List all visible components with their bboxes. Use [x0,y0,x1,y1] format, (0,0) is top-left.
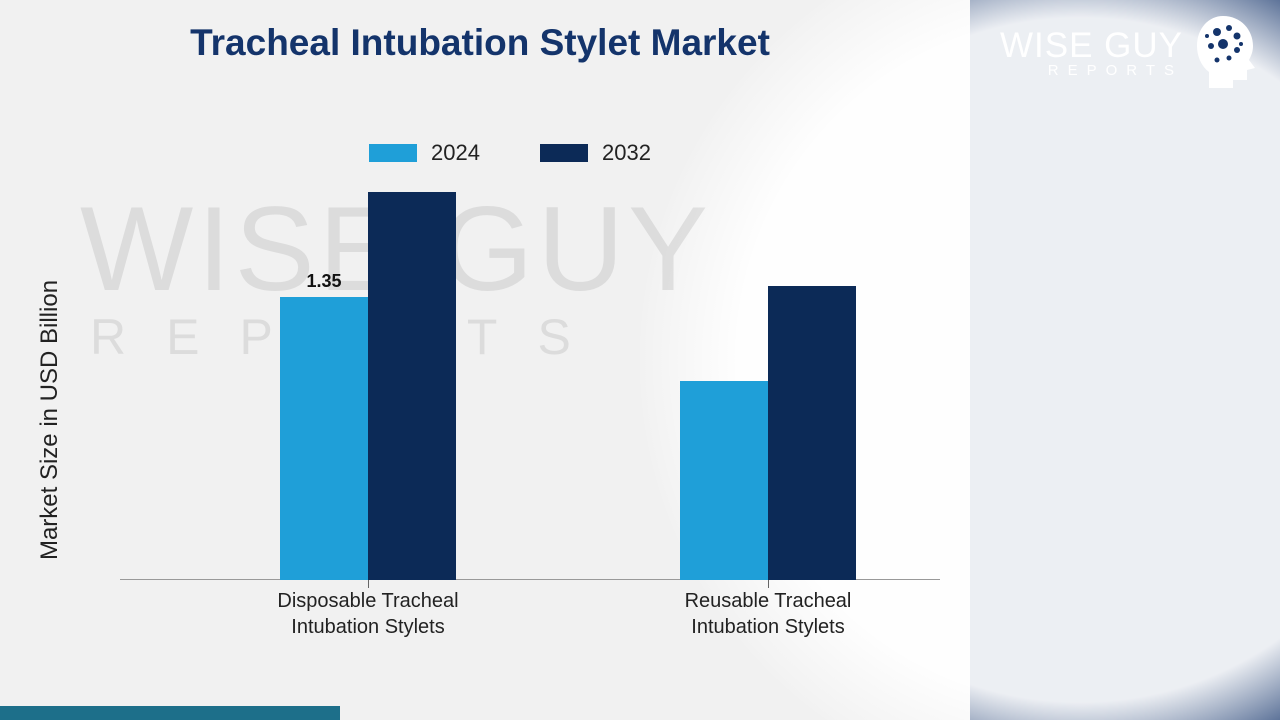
y-axis-label: Market Size in USD Billion [36,280,64,560]
chart-title: Tracheal Intubation Stylet Market [0,22,960,64]
bar: 1.35 [280,297,368,581]
bar [768,286,856,580]
chart-canvas: WISE GUY REPORTS Tracheal Intubation Sty… [0,0,1280,720]
logo-sub: REPORTS [1000,62,1183,79]
accent-bar [0,706,340,720]
category-label: Disposable Tracheal Intubation Stylets [273,580,463,640]
logo-main: WISE GUY [1000,26,1183,66]
plot-area: 1.35Disposable Tracheal Intubation Style… [120,160,940,580]
bar-group: 1.35Disposable Tracheal Intubation Style… [280,192,456,581]
bar-value-label: 1.35 [280,271,368,292]
chart-area: Market Size in USD Billion 2024 2032 1.3… [60,140,960,700]
bar [680,381,768,581]
head-icon [1193,14,1259,90]
bar [368,192,456,581]
brand-logo: WISE GUY REPORTS [1000,14,1250,90]
category-label: Reusable Tracheal Intubation Stylets [673,580,863,640]
logo-text: WISE GUY REPORTS [1000,26,1183,79]
bar-group: Reusable Tracheal Intubation Stylets [680,286,856,580]
